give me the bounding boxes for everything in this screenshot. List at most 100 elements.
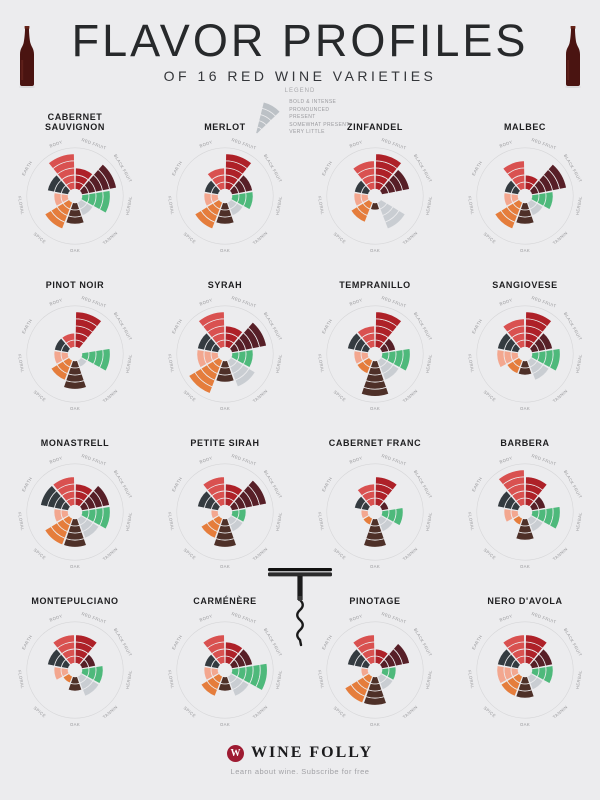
axis-label: EARTH: [321, 318, 333, 335]
axis-label: HERBAL: [125, 511, 133, 531]
axis-label: BLACK FRUIT: [113, 153, 133, 183]
axis-label: FLORAL: [317, 512, 325, 532]
axis-label: OAK: [370, 564, 380, 569]
axis-label: BLACK FRUIT: [413, 153, 433, 183]
axis-label: TANNIN: [102, 230, 119, 245]
wine-cell: MONTEPULCIANO BODY RED FRUIT BLACK FRUIT HER…: [0, 586, 150, 744]
axis-label: TANNIN: [402, 388, 419, 403]
axis-label: BODY: [49, 297, 63, 306]
wine-cell: PINOT NOIR BODY RED FRUIT BLACK FRUIT HERBAL…: [0, 270, 150, 428]
axis-label: FLORAL: [17, 512, 25, 532]
wine-name: ZINFANDEL: [347, 122, 403, 132]
axis-label: HERBAL: [275, 195, 283, 215]
axis-label: OAK: [70, 406, 80, 411]
axis-label: EARTH: [321, 160, 333, 177]
wine-name: MONASTRELL: [40, 438, 110, 448]
axis-label: TANNIN: [552, 704, 569, 719]
axis-label: HERBAL: [125, 353, 133, 373]
axis-label: EARTH: [21, 476, 33, 493]
axis-label: TANNIN: [552, 546, 569, 561]
axis-label: TANNIN: [252, 230, 269, 245]
axis-label: BODY: [49, 139, 63, 148]
axis-label: HERBAL: [575, 511, 583, 531]
axis-label: BLACK FRUIT: [113, 469, 133, 499]
axis-label: FLORAL: [467, 196, 475, 216]
legend-level-label: VERY LITTLE: [289, 129, 325, 135]
wine-name: NERO D'AVOLA: [487, 596, 563, 606]
wine-cell: CARMÉNÈRE BODY RED FRUIT BLACK FRUIT HERBAL T…: [150, 586, 300, 744]
axis-label: FLORAL: [167, 670, 175, 690]
axis-label: BODY: [349, 297, 363, 306]
wine-bottle-icon: [18, 26, 35, 88]
corkscrew-icon: [266, 560, 334, 657]
legend-level-label: PRONOUNCED: [289, 106, 330, 113]
footer: W WINE FOLLY Learn about wine. Subscribe…: [0, 744, 600, 776]
axis-label: HERBAL: [425, 511, 433, 531]
axis-label: FLORAL: [167, 196, 175, 216]
axis-label: BLACK FRUIT: [263, 311, 283, 341]
axis-label: BLACK FRUIT: [563, 469, 583, 499]
axis-label: BLACK FRUIT: [413, 311, 433, 341]
axis-label: TANNIN: [402, 704, 419, 719]
axis-label: EARTH: [471, 318, 483, 335]
wine-cell: PETITE SIRAH BODY RED FRUIT BLACK FRUIT HERB…: [150, 428, 300, 586]
axis-label: OAK: [220, 722, 230, 727]
axis-label: OAK: [220, 248, 230, 253]
wine-name: MONTEPULCIANO: [31, 596, 119, 606]
wine-cell: BARBERA BODY RED FRUIT BLACK FRUIT HERBAL TAN…: [450, 428, 600, 586]
axis-label: TANNIN: [402, 546, 419, 561]
axis-label: HERBAL: [275, 511, 283, 531]
axis-label: BLACK FRUIT: [113, 627, 133, 657]
axis-label: BODY: [199, 139, 213, 148]
axis-label: FLORAL: [17, 196, 25, 216]
axis-label: BODY: [199, 297, 213, 306]
axis-label: TANNIN: [102, 388, 119, 403]
axis-label: OAK: [520, 564, 530, 569]
axis-label: OAK: [520, 248, 530, 253]
wine-cell: CABERNET SAUVIGNON BODY RED FRUIT BLACK FRU…: [0, 112, 150, 270]
axis-label: OAK: [520, 722, 530, 727]
axis-label: TANNIN: [102, 546, 119, 561]
axis-label: BODY: [49, 613, 63, 622]
axis-label: OAK: [70, 248, 80, 253]
axis-label: EARTH: [471, 160, 483, 177]
axis-label: EARTH: [21, 634, 33, 651]
legend-level-label: PRESENT: [289, 114, 316, 120]
axis-label: BLACK FRUIT: [113, 311, 133, 341]
axis-label: FLORAL: [467, 354, 475, 374]
wine-name: MERLOT: [204, 122, 246, 132]
axis-label: EARTH: [21, 160, 33, 177]
axis-label: HERBAL: [425, 669, 433, 689]
legend-level-list: BOLD & INTENSE PRONOUNCED PRESENT SOMEWHAT …: [289, 99, 349, 137]
axis-label: BODY: [349, 139, 363, 148]
page-subtitle: OF 16 RED WINE VARIETIES: [163, 68, 437, 84]
wine-cell: MONASTRELL BODY RED FRUIT BLACK FRUIT HERBAL…: [0, 428, 150, 586]
page-title: FLAVOR PROFILES: [71, 15, 529, 66]
axis-label: OAK: [220, 564, 230, 569]
axis-label: FLORAL: [17, 354, 25, 374]
wine-name: CABERNET FRANC: [328, 438, 422, 448]
wine-name: CABERNET SAUVIGNON: [45, 112, 105, 132]
header: FLAVOR PROFILES OF 16 RED WINE VARIETIES: [0, 18, 600, 88]
axis-label: TANNIN: [252, 704, 269, 719]
axis-label: EARTH: [21, 318, 33, 335]
axis-label: BLACK FRUIT: [413, 627, 433, 657]
wine-name: SANGIOVESE: [492, 280, 558, 290]
axis-label: HERBAL: [575, 195, 583, 215]
axis-label: BLACK FRUIT: [563, 627, 583, 657]
axis-label: EARTH: [471, 634, 483, 651]
axis-label: BODY: [199, 613, 213, 622]
axis-label: FLORAL: [167, 512, 175, 532]
axis-label: BODY: [499, 613, 513, 622]
wine-name: TEMPRANILLO: [339, 280, 411, 290]
